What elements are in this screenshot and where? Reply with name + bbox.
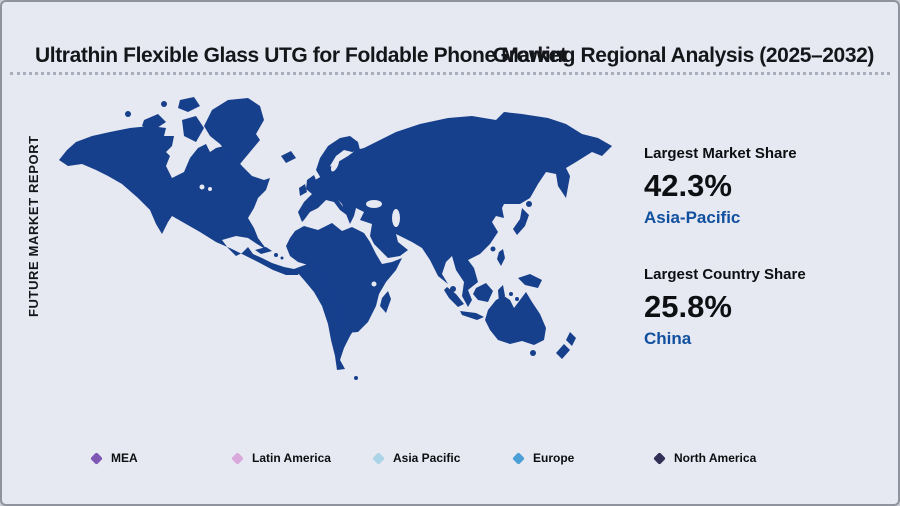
legend-dot-north-america <box>653 451 666 465</box>
island-greenland <box>204 98 264 164</box>
dotted-divider <box>10 72 890 75</box>
island-ellesmere <box>178 97 200 112</box>
legend-label-europe: Europe <box>533 451 575 465</box>
stat-largest-market-share: Largest Market Share 42.3% Asia-Pacific <box>644 145 894 228</box>
island-puerto-rico <box>280 256 284 260</box>
legend-item-europe: Europe <box>512 449 575 467</box>
country-share-value: 25.8% <box>644 289 732 324</box>
world-landmasses <box>59 97 612 380</box>
market-share-label: Largest Market Share <box>644 145 797 162</box>
legend-dot-mea <box>90 451 103 465</box>
legend-label-north-america: North America <box>674 451 757 465</box>
great-lakes <box>199 184 205 190</box>
island-iceland <box>281 151 296 163</box>
lake-victoria <box>371 281 377 287</box>
island-borneo <box>473 283 493 302</box>
island-hispaniola <box>274 253 278 257</box>
page-title-left: Ultrathin Flexible Glass UTG for Foldabl… <box>35 44 567 67</box>
island-arctic-small <box>161 101 167 107</box>
legend-dot-europe <box>512 451 525 465</box>
brand-vertical-text: FUTURE MARKET REPORT <box>26 135 41 317</box>
caspian-sea <box>392 209 400 227</box>
island-japan <box>513 208 529 235</box>
island-arctic-small <box>125 111 131 117</box>
stat-largest-country-share: Largest Country Share 25.8% China <box>644 266 894 349</box>
continent-north-america <box>59 126 302 275</box>
island-new-zealand-south <box>556 344 570 359</box>
legend-item-mea: MEA <box>90 449 138 467</box>
island-tasmania <box>530 350 536 356</box>
great-lakes <box>208 187 212 191</box>
island-new-zealand-north <box>566 332 576 346</box>
legend-item-north-america: North America <box>653 449 757 467</box>
island-madagascar <box>380 291 391 313</box>
legend-label-asia-pacific: Asia Pacific <box>393 451 461 465</box>
country-share-region: China <box>644 329 692 348</box>
island-cuba <box>255 247 272 254</box>
country-share-label: Largest Country Share <box>644 266 806 283</box>
island-tierra-del-fuego <box>354 376 358 380</box>
legend-item-latin-america: Latin America <box>231 449 331 467</box>
peninsula-scandinavia <box>316 136 360 180</box>
legend-dot-latin-america <box>231 451 244 465</box>
black-sea <box>366 200 382 208</box>
market-share-region: Asia-Pacific <box>644 208 741 227</box>
world-map <box>59 97 612 380</box>
island-java <box>460 311 484 320</box>
inland-seas <box>199 158 400 287</box>
legend-dot-asia-pacific <box>372 451 385 465</box>
legend-item-asia-pacific: Asia Pacific <box>372 449 461 467</box>
continent-eurasia <box>298 112 612 307</box>
island-taiwan <box>490 246 496 252</box>
continent-australia <box>485 292 546 345</box>
island-hokkaido <box>526 201 532 207</box>
island-ireland <box>299 184 307 196</box>
legend-label-latin-america: Latin America <box>252 451 331 465</box>
island-moluccas <box>515 297 519 301</box>
market-share-value: 42.3% <box>644 168 732 203</box>
island-moluccas <box>509 292 513 296</box>
baltic-sea <box>330 158 340 172</box>
island-victoria <box>142 114 166 130</box>
page-title-right: Growing Regional Analysis (2025–2032) <box>492 44 875 67</box>
island-new-guinea <box>518 274 542 288</box>
island-philippines <box>497 249 505 266</box>
island-sumatra <box>444 287 464 307</box>
continent-africa <box>286 223 402 333</box>
legend-label-mea: MEA <box>111 451 138 465</box>
island-baffin <box>182 116 204 142</box>
